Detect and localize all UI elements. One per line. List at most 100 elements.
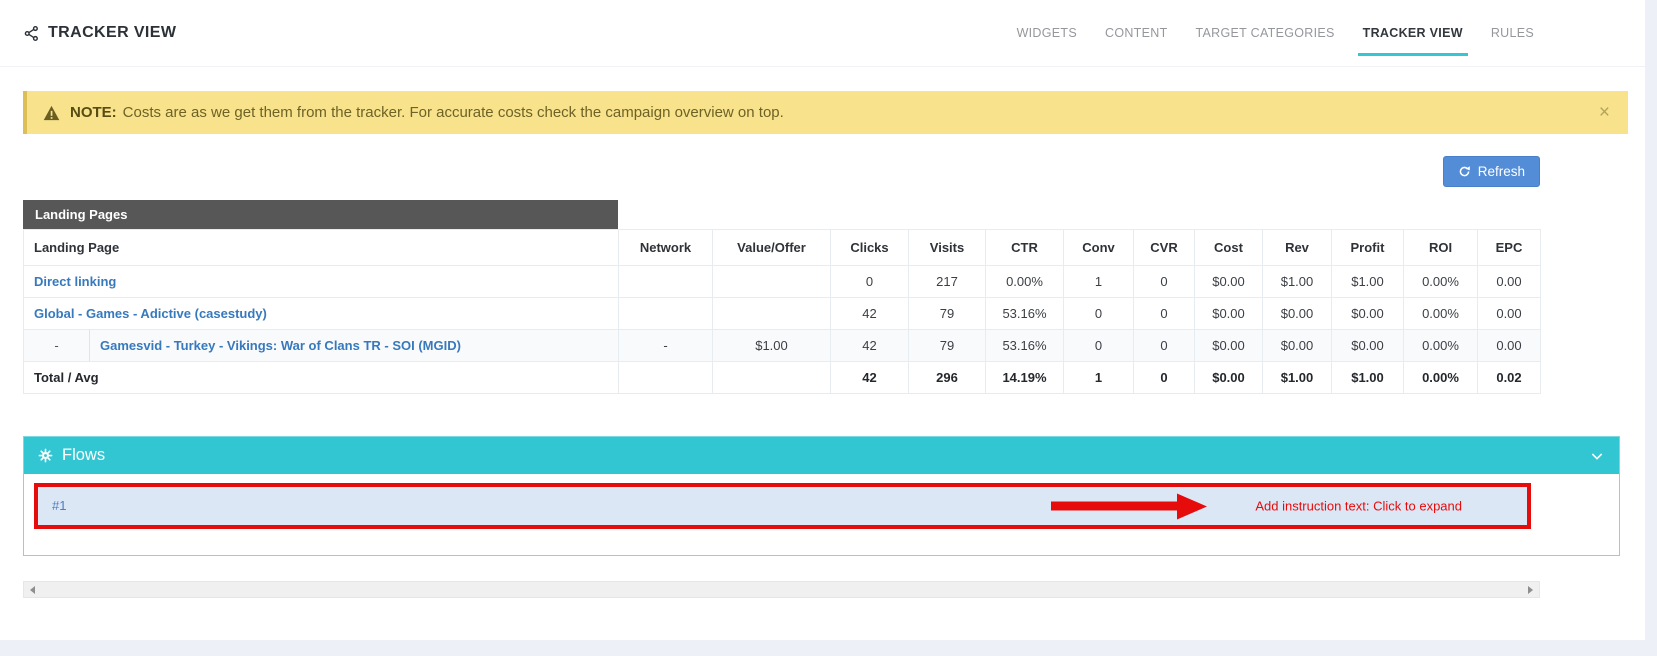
cell-rev: $1.00 (1262, 361, 1332, 394)
scroll-left-icon[interactable] (30, 585, 35, 594)
table-row: Direct linking 0 217 0.00% 1 0 $0.00 $1.… (23, 265, 1541, 298)
close-icon[interactable]: × (1598, 102, 1610, 123)
chevron-down-icon[interactable] (1589, 448, 1605, 464)
refresh-icon (1458, 165, 1471, 178)
cell-conv: 1 (1063, 361, 1134, 394)
page-header: TRACKER VIEW WIDGETS CONTENT TARGET CATE… (0, 0, 1645, 67)
tab-content[interactable]: CONTENT (1105, 26, 1168, 40)
cell-profit: $0.00 (1331, 297, 1404, 330)
cell-cvr: 0 (1133, 329, 1195, 362)
table-row-nested: - Gamesvid - Turkey - Vikings: War of Cl… (23, 329, 1541, 362)
cell-ctr: 14.19% (985, 361, 1064, 394)
cell-roi: 0.00% (1403, 361, 1478, 394)
cell-roi: 0.00% (1403, 329, 1478, 362)
cell-value (712, 361, 831, 394)
nested-dash: - (25, 330, 90, 361)
gear-icon (38, 448, 53, 463)
cell-network (618, 361, 713, 394)
tracker-view-card: TRACKER VIEW WIDGETS CONTENT TARGET CATE… (0, 0, 1645, 640)
cell-profit: $1.00 (1331, 265, 1404, 298)
cell-rev: $1.00 (1262, 265, 1332, 298)
landing-page-link[interactable]: Global - Games - Adictive (casestudy) (34, 306, 267, 321)
table-header-row: Landing Page Network Value/Offer Clicks … (23, 229, 1541, 266)
cell-clicks: 42 (830, 297, 909, 330)
cell-visits: 79 (908, 329, 986, 362)
tab-target-categories[interactable]: TARGET CATEGORIES (1195, 26, 1335, 40)
col-network: Network (618, 229, 713, 266)
cell-profit: $1.00 (1331, 361, 1404, 394)
cell-clicks: 0 (830, 265, 909, 298)
refresh-button-label: Refresh (1477, 164, 1525, 179)
cell-conv: 1 (1063, 265, 1134, 298)
landing-pages-table: Landing Page Network Value/Offer Clicks … (23, 229, 1541, 394)
cell-epc: 0.00 (1477, 297, 1541, 330)
cell-roi: 0.00% (1403, 265, 1478, 298)
cell-conv: 0 (1063, 297, 1134, 330)
cell-value (712, 265, 831, 298)
annotation-highlight-box: #1 Add instruction text: Click to expand (34, 483, 1531, 529)
flows-title: Flows (62, 446, 106, 464)
flows-panel: Flows #1 Add instruction text: Click to … (23, 436, 1620, 556)
cell-network: - (618, 329, 713, 362)
flows-header[interactable]: Flows (24, 437, 1619, 474)
cell-cost: $0.00 (1194, 265, 1263, 298)
cell-epc: 0.02 (1477, 361, 1541, 394)
annotation-arrow-head (1177, 493, 1207, 519)
cell-ctr: 53.16% (985, 297, 1064, 330)
cell-value (712, 297, 831, 330)
cell-conv: 0 (1063, 329, 1134, 362)
page-title-label: TRACKER VIEW (48, 24, 177, 41)
warning-icon (43, 105, 60, 121)
offer-link[interactable]: Gamesvid - Turkey - Vikings: War of Clan… (100, 338, 461, 353)
flow-row-1[interactable]: #1 Add instruction text: Click to expand (38, 487, 1527, 525)
share-icon (23, 25, 40, 42)
col-conv: Conv (1063, 229, 1134, 266)
note-text: Costs are as we get them from the tracke… (122, 104, 784, 121)
cell-epc: 0.00 (1477, 265, 1541, 298)
col-rev: Rev (1262, 229, 1332, 266)
cell-cost: $0.00 (1194, 329, 1263, 362)
col-cost: Cost (1194, 229, 1263, 266)
header-tabs: WIDGETS CONTENT TARGET CATEGORIES TRACKE… (1016, 0, 1535, 66)
cell-roi: 0.00% (1403, 297, 1478, 330)
total-label: Total / Avg (23, 361, 619, 394)
table-row: Global - Games - Adictive (casestudy) 42… (23, 297, 1541, 330)
cell-rev: $0.00 (1262, 297, 1332, 330)
col-roi: ROI (1403, 229, 1478, 266)
cell-profit: $0.00 (1331, 329, 1404, 362)
flow-row-label[interactable]: #1 (52, 498, 67, 513)
tab-rules[interactable]: RULES (1490, 26, 1534, 40)
cell-network (618, 297, 713, 330)
cell-clicks: 42 (830, 361, 909, 394)
col-cvr: CVR (1133, 229, 1195, 266)
col-epc: EPC (1477, 229, 1541, 266)
cell-visits: 79 (908, 297, 986, 330)
col-value-offer: Value/Offer (712, 229, 831, 266)
refresh-button[interactable]: Refresh (1442, 156, 1540, 187)
annotation-arrow (1051, 493, 1207, 519)
col-visits: Visits (908, 229, 986, 266)
scroll-right-icon[interactable] (1528, 585, 1533, 594)
cell-cvr: 0 (1133, 297, 1195, 330)
table-total-row: Total / Avg 42 296 14.19% 1 0 $0.00 $1.0… (23, 361, 1541, 394)
cell-network (618, 265, 713, 298)
page-title: TRACKER VIEW (23, 24, 176, 42)
cell-cvr: 0 (1133, 265, 1195, 298)
note-banner: NOTE: Costs are as we get them from the … (23, 91, 1628, 134)
cell-rev: $0.00 (1262, 329, 1332, 362)
col-landing-page: Landing Page (23, 229, 619, 266)
cell-visits: 296 (908, 361, 986, 394)
horizontal-scrollbar[interactable] (23, 581, 1540, 598)
cell-ctr: 0.00% (985, 265, 1064, 298)
tab-widgets[interactable]: WIDGETS (1016, 26, 1077, 40)
cell-cvr: 0 (1133, 361, 1195, 394)
refresh-row: Refresh (23, 156, 1540, 187)
tab-tracker-view[interactable]: TRACKER VIEW (1357, 26, 1468, 56)
annotation-text: Add instruction text: Click to expand (1255, 498, 1462, 514)
note-label: NOTE: (70, 104, 117, 121)
cell-ctr: 53.16% (985, 329, 1064, 362)
col-profit: Profit (1331, 229, 1404, 266)
col-ctr: CTR (985, 229, 1064, 266)
landing-page-link[interactable]: Direct linking (34, 274, 117, 289)
cell-cost: $0.00 (1194, 361, 1263, 394)
